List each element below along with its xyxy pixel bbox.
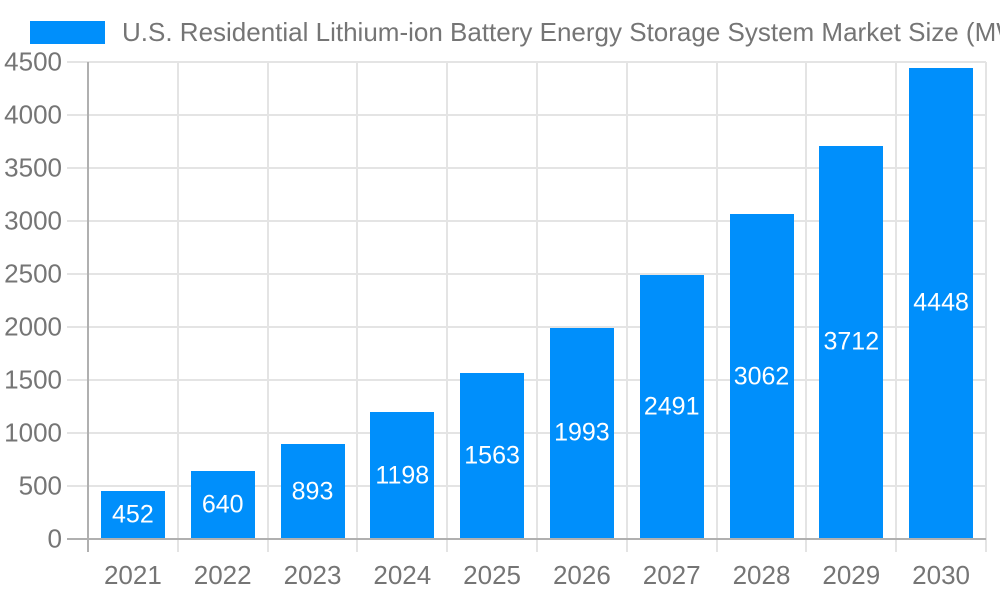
y-axis-tick-label: 3500 [4, 152, 62, 183]
x-gridline [536, 62, 538, 539]
x-axis-tick-label: 2021 [103, 560, 162, 590]
bar-2026[interactable] [549, 327, 614, 539]
y-axis-tick-label: 1500 [4, 364, 62, 395]
y-gridline [67, 326, 986, 328]
y-gridline [67, 485, 986, 487]
x-axis-tick-label: 2029 [822, 560, 881, 590]
x-axis-tick-label: 2022 [193, 560, 252, 590]
bar-value-label: 4448 [913, 288, 969, 317]
y-axis-tick-label: 1000 [4, 417, 62, 448]
x-gridline [625, 62, 628, 539]
bar-2030[interactable] [909, 67, 974, 539]
x-gridline [895, 62, 898, 539]
x-axis-line [67, 538, 986, 540]
bar-2022[interactable] [190, 471, 255, 539]
bar-2023[interactable] [280, 444, 345, 539]
chart-title: U.S. Residential Lithium-ion Battery Ene… [122, 16, 1000, 47]
bar-value-label: 1563 [464, 441, 520, 470]
x-axis-tick-label: 2030 [912, 560, 971, 590]
bar-2024[interactable] [370, 412, 435, 539]
x-axis-tick [715, 539, 718, 552]
x-gridline [805, 62, 808, 539]
x-gridline [715, 62, 718, 539]
bar-2029[interactable] [819, 145, 884, 539]
bar-2028[interactable] [729, 214, 794, 539]
x-axis-tick [625, 539, 628, 552]
y-axis-tick-label: 500 [18, 470, 62, 501]
y-gridline [67, 167, 986, 169]
bar-2021[interactable] [100, 491, 165, 539]
bar-value-label: 452 [112, 500, 154, 529]
x-axis-tick [895, 539, 898, 552]
x-axis-tick-label: 2024 [373, 560, 432, 590]
x-axis-tick [176, 539, 179, 552]
legend-swatch [30, 20, 105, 44]
x-gridline [985, 62, 987, 539]
x-axis-tick-label: 2026 [552, 560, 611, 590]
legend: U.S. Residential Lithium-ion Battery Ene… [30, 16, 1000, 47]
bar-2027[interactable] [639, 274, 704, 539]
y-axis-tick-label: 3000 [4, 205, 62, 236]
bar-value-label: 640 [201, 490, 244, 519]
x-gridline [356, 62, 359, 539]
x-gridline [176, 62, 179, 539]
y-axis-line [87, 62, 89, 552]
x-axis-tick-label: 2028 [732, 560, 791, 590]
x-gridline [446, 62, 449, 539]
y-gridline [67, 220, 986, 222]
y-axis-tick-label: 4500 [4, 46, 62, 77]
x-axis-tick [446, 539, 449, 552]
x-gridline [266, 62, 269, 539]
y-axis-tick-label: 2500 [4, 258, 62, 289]
y-axis-tick-label: 0 [47, 523, 62, 554]
y-gridline [67, 61, 986, 63]
x-axis-tick-label: 2027 [642, 560, 701, 590]
bar-value-label: 1198 [375, 461, 430, 489]
x-axis-tick [805, 539, 808, 552]
bar-value-label: 1993 [554, 418, 610, 447]
y-gridline [67, 432, 986, 434]
y-gridline [67, 379, 986, 381]
x-axis-tick [536, 539, 538, 552]
x-axis-tick-label: 2023 [283, 560, 342, 590]
x-axis-tick-label: 2025 [463, 560, 522, 590]
x-axis-tick [356, 539, 359, 552]
bar-value-label: 3062 [733, 362, 790, 391]
bar-2025[interactable] [460, 373, 525, 539]
bar-value-label: 893 [291, 477, 334, 506]
y-axis-tick-label: 2000 [4, 311, 62, 342]
y-gridline [67, 273, 986, 275]
x-axis-tick [985, 539, 987, 552]
bar-value-label: 2491 [643, 392, 700, 421]
y-axis-tick-label: 4000 [4, 99, 62, 130]
x-axis-tick [266, 539, 269, 552]
y-gridline [67, 114, 986, 116]
bar-value-label: 3712 [823, 327, 880, 356]
